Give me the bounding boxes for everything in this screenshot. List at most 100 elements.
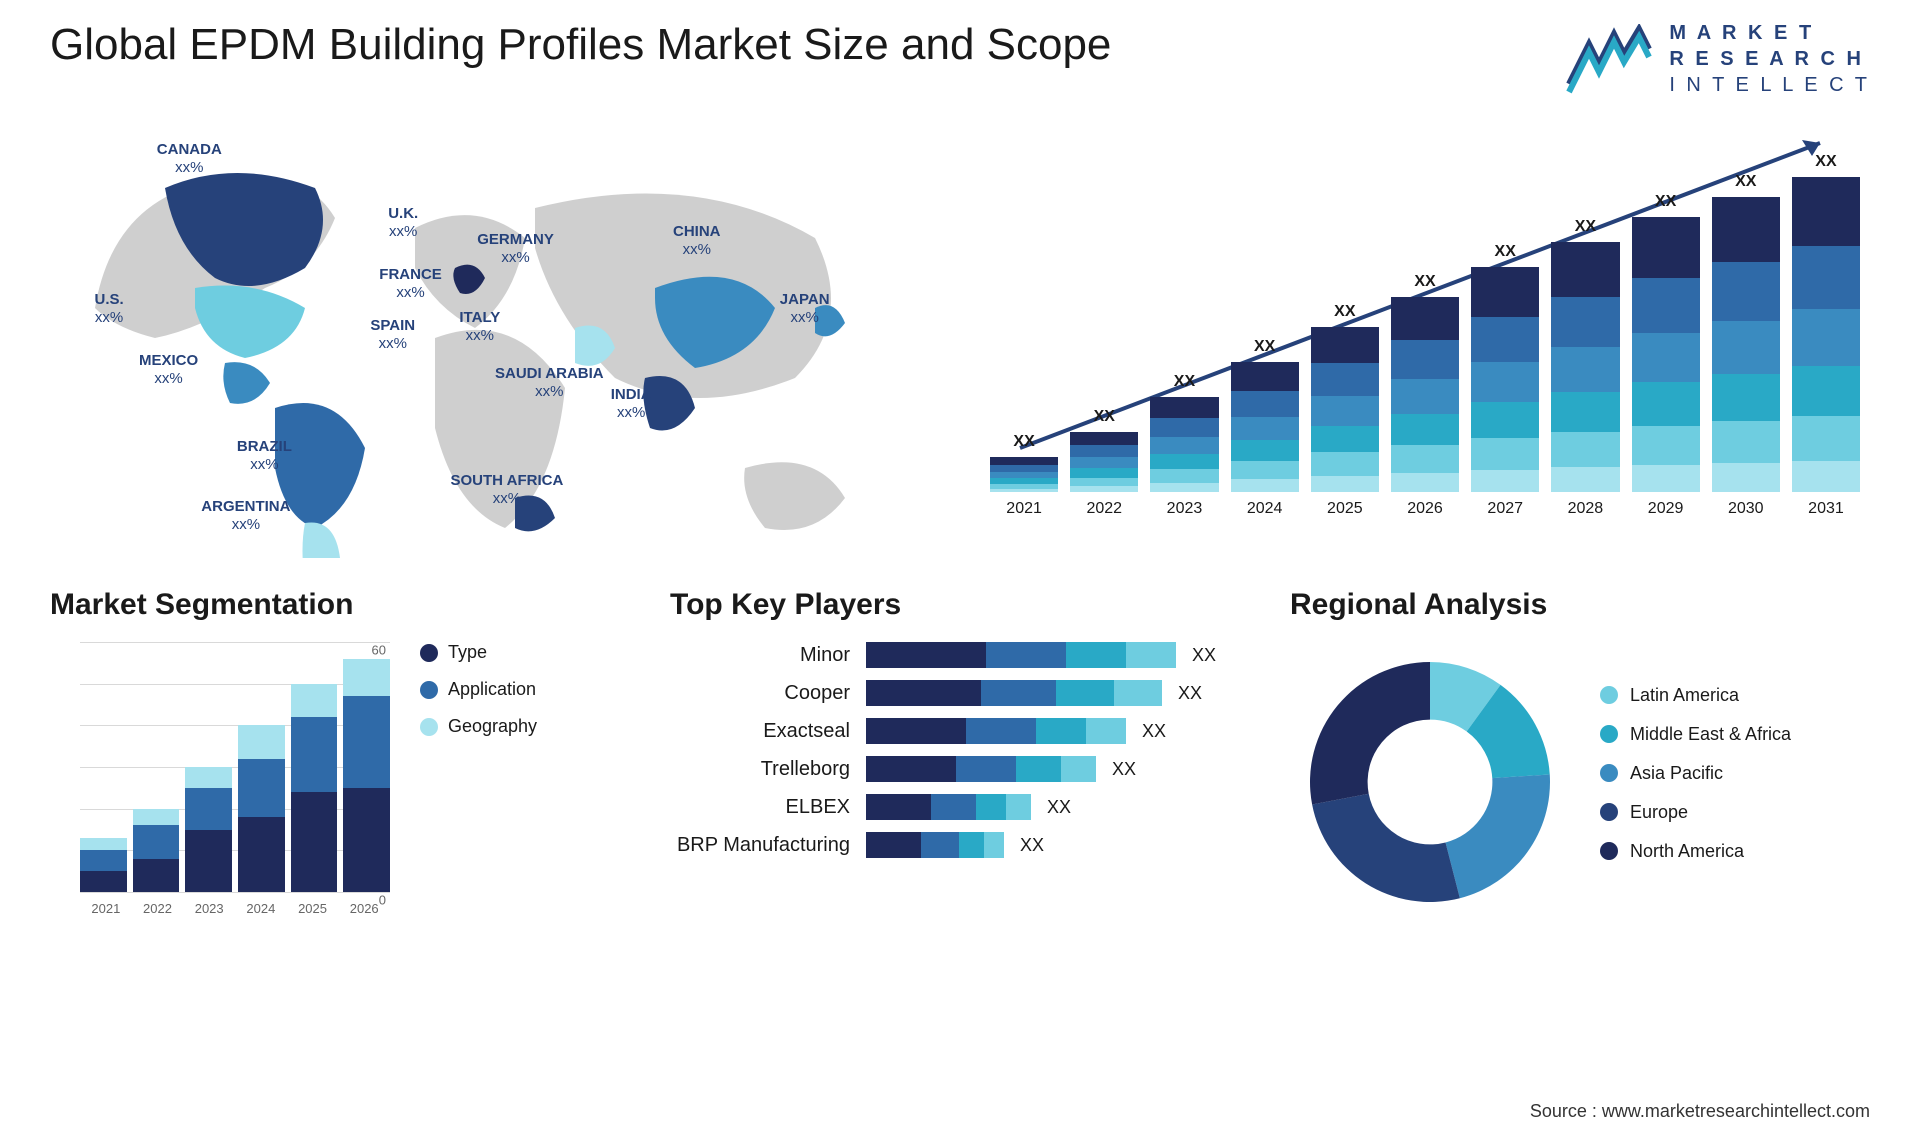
growth-year-label: 2030 — [1728, 500, 1764, 518]
logo-line2: R E S E A R C H — [1669, 46, 1870, 72]
growth-value-label: XX — [1414, 273, 1435, 291]
player-value: XX — [1020, 835, 1044, 856]
map-label: MEXICOxx% — [139, 352, 198, 388]
legend-dot-icon — [420, 718, 438, 736]
legend-dot-icon — [420, 681, 438, 699]
top-players-chart: MinorXXCooperXXExactsealXXTrelleborgXXEL… — [670, 642, 1250, 858]
legend-label: Asia Pacific — [1630, 763, 1723, 784]
player-name: ELBEX — [670, 796, 850, 819]
map-label: SPAINxx% — [370, 317, 415, 353]
player-bar — [866, 718, 1126, 744]
legend-label: Type — [448, 642, 487, 663]
growth-bar: XX 2027 — [1471, 243, 1539, 518]
legend-label: Europe — [1630, 802, 1688, 823]
page-title: Global EPDM Building Profiles Market Siz… — [50, 20, 1111, 70]
growth-bar: XX2022 — [1070, 408, 1138, 518]
growth-year-label: 2027 — [1487, 500, 1523, 518]
seg-year-label: 2024 — [235, 901, 287, 916]
logo-icon — [1564, 24, 1654, 94]
seg-bar — [80, 838, 127, 892]
growth-value-label: XX — [1815, 153, 1836, 171]
growth-value-label: XX — [1013, 433, 1034, 451]
regional-donut-chart — [1290, 642, 1570, 922]
player-bar — [866, 832, 1004, 858]
seg-bar — [343, 659, 390, 892]
segmentation-panel: Market Segmentation 01020304050602021202… — [50, 588, 630, 922]
logo-line1: M A R K E T — [1669, 20, 1870, 46]
growth-chart-panel: XX2021XX2022XX2023XX2024XX2025XX2026XX20… — [980, 128, 1870, 558]
growth-bar: XX2023 — [1150, 373, 1218, 518]
growth-bar: XX2025 — [1311, 303, 1379, 518]
seg-year-label: 2025 — [287, 901, 339, 916]
map-label: ARGENTINAxx% — [201, 498, 290, 534]
growth-value-label: XX — [1254, 338, 1275, 356]
map-label: U.K.xx% — [388, 205, 418, 241]
player-value: XX — [1192, 645, 1216, 666]
segmentation-legend: Type Application Geography — [420, 642, 537, 753]
top-players-title: Top Key Players — [670, 588, 1250, 622]
player-row: BRP Manufacturing XX — [670, 832, 1250, 858]
source-attribution: Source : www.marketresearchintellect.com — [1530, 1101, 1870, 1122]
growth-year-label: 2021 — [1006, 500, 1042, 518]
growth-year-label: 2025 — [1327, 500, 1363, 518]
legend-label: Geography — [448, 716, 537, 737]
growth-bar: XX2026 — [1391, 273, 1459, 518]
world-map-panel: CANADAxx% U.S.xx% MEXICOxx% BRAZILxx% ARGENT… — [50, 128, 940, 558]
growth-value-label: XX — [1735, 173, 1756, 191]
growth-bar: XX2024 — [1231, 338, 1299, 518]
seg-year-label: 2021 — [80, 901, 132, 916]
map-label: CANADAxx% — [157, 141, 222, 177]
growth-value-label: XX — [1655, 193, 1676, 211]
regional-legend-item: North America — [1600, 841, 1791, 862]
seg-year-label: 2023 — [183, 901, 235, 916]
map-label: SAUDI ARABIAxx% — [495, 365, 604, 401]
legend-label: Latin America — [1630, 685, 1739, 706]
player-value: XX — [1112, 759, 1136, 780]
map-label: FRANCExx% — [379, 266, 442, 302]
map-label: CHINAxx% — [673, 223, 721, 259]
growth-year-label: 2029 — [1648, 500, 1684, 518]
donut-slice — [1310, 662, 1430, 804]
segmentation-chart: 0102030405060202120222023202420252026 — [50, 642, 390, 922]
regional-legend-item: Europe — [1600, 802, 1791, 823]
player-row: CooperXX — [670, 680, 1250, 706]
legend-label: Application — [448, 679, 536, 700]
growth-year-label: 2028 — [1568, 500, 1604, 518]
map-label: INDIAxx% — [611, 386, 652, 422]
player-name: Exactseal — [670, 720, 850, 743]
player-name: Cooper — [670, 682, 850, 705]
player-bar — [866, 680, 1162, 706]
legend-label: North America — [1630, 841, 1744, 862]
growth-value-label: XX — [1174, 373, 1195, 391]
regional-panel: Regional Analysis Latin America Middle Ea… — [1290, 588, 1870, 922]
player-bar — [866, 642, 1176, 668]
regional-legend-item: Latin America — [1600, 685, 1791, 706]
growth-value-label: XX — [1495, 243, 1516, 261]
legend-dot-icon — [1600, 725, 1618, 743]
seg-legend-item: Application — [420, 679, 537, 700]
brand-logo: M A R K E T R E S E A R C H I N T E L L … — [1564, 20, 1870, 98]
growth-value-label: XX — [1575, 218, 1596, 236]
regional-title: Regional Analysis — [1290, 588, 1870, 622]
legend-label: Middle East & Africa — [1630, 724, 1791, 745]
player-bar — [866, 756, 1096, 782]
segmentation-title: Market Segmentation — [50, 588, 630, 622]
growth-value-label: XX — [1094, 408, 1115, 426]
map-label: SOUTH AFRICAxx% — [451, 472, 564, 508]
growth-bar: XX 2028 — [1551, 218, 1619, 518]
seg-bar — [185, 767, 232, 892]
map-label: U.S.xx% — [95, 291, 124, 327]
legend-dot-icon — [1600, 686, 1618, 704]
growth-bar: XX 2031 — [1792, 153, 1860, 518]
legend-dot-icon — [1600, 842, 1618, 860]
donut-slice — [1446, 774, 1550, 898]
seg-legend-item: Geography — [420, 716, 537, 737]
map-label: JAPANxx% — [780, 291, 830, 327]
player-row: ELBEXXX — [670, 794, 1250, 820]
map-label: BRAZILxx% — [237, 438, 292, 474]
logo-line3: I N T E L L E C T — [1669, 72, 1870, 98]
growth-bar: XX 2029 — [1632, 193, 1700, 518]
growth-year-label: 2031 — [1808, 500, 1844, 518]
player-name: BRP Manufacturing — [670, 834, 850, 857]
player-row: MinorXX — [670, 642, 1250, 668]
